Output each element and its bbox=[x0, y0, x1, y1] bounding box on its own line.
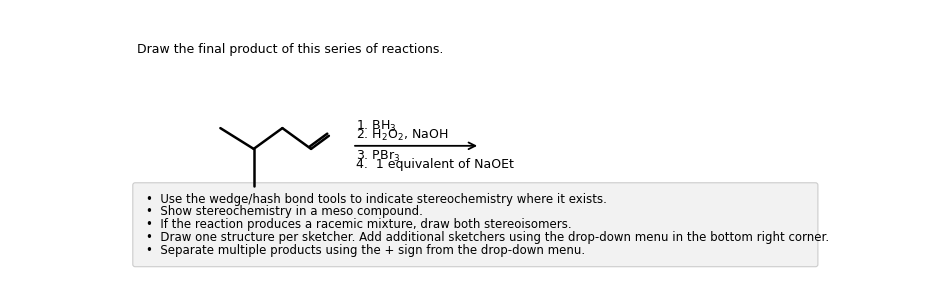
Text: 2. H$_2$O$_2$, NaOH: 2. H$_2$O$_2$, NaOH bbox=[356, 128, 448, 143]
Text: 1. BH$_3$: 1. BH$_3$ bbox=[356, 118, 397, 133]
Text: •  If the reaction produces a racemic mixture, draw both stereoisomers.: • If the reaction produces a racemic mix… bbox=[146, 218, 571, 231]
Text: •  Use the wedge/hash bond tools to indicate stereochemistry where it exists.: • Use the wedge/hash bond tools to indic… bbox=[146, 193, 607, 206]
Text: •  Separate multiple products using the + sign from the drop-down menu.: • Separate multiple products using the +… bbox=[146, 244, 585, 257]
Text: •  Draw one structure per sketcher. Add additional sketchers using the drop-down: • Draw one structure per sketcher. Add a… bbox=[146, 231, 829, 244]
Text: Draw the final product of this series of reactions.: Draw the final product of this series of… bbox=[137, 43, 444, 56]
FancyBboxPatch shape bbox=[132, 183, 818, 267]
Text: 4.  1 equivalent of NaOEt: 4. 1 equivalent of NaOEt bbox=[356, 158, 514, 171]
Text: 3. PBr$_3$: 3. PBr$_3$ bbox=[356, 149, 400, 164]
Text: •  Show stereochemistry in a meso compound.: • Show stereochemistry in a meso compoun… bbox=[146, 206, 423, 219]
